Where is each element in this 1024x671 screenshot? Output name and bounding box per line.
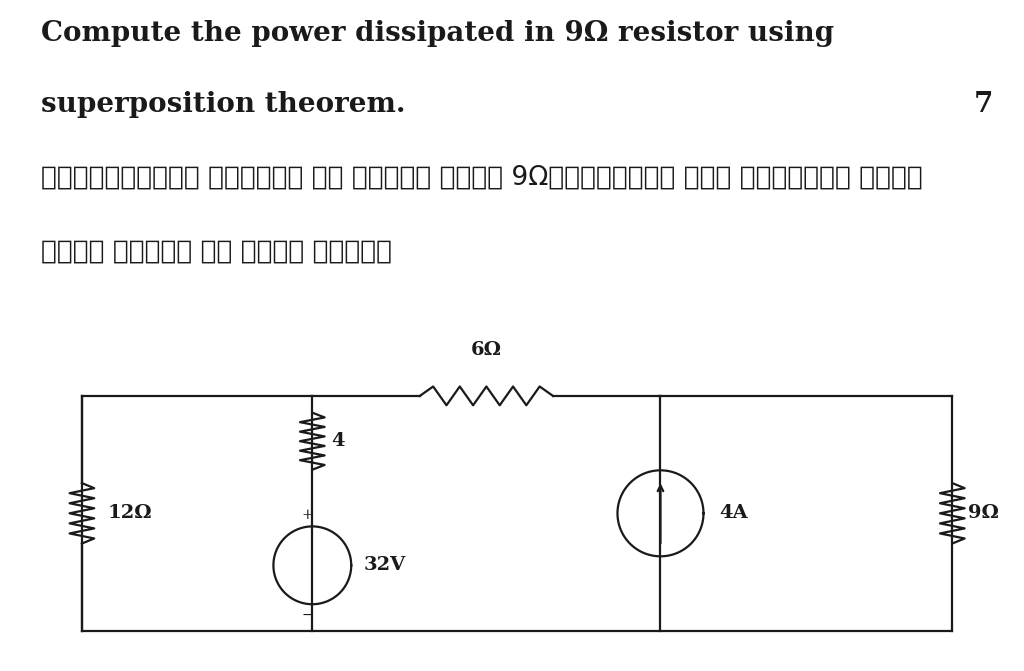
Text: वाली शक्ति की गणना करें।: वाली शक्ति की गणना करें।	[41, 238, 392, 264]
Text: 4: 4	[331, 432, 344, 450]
Text: 7: 7	[974, 91, 993, 117]
Text: +: +	[301, 509, 313, 523]
Text: 32V: 32V	[364, 556, 406, 574]
Text: 12Ω: 12Ω	[108, 505, 153, 522]
Text: −: −	[301, 608, 313, 622]
Text: 4A: 4A	[719, 505, 748, 522]
Text: सुपरपोजिशन प्रमेय का उपयोग करके 9Ωप्रतिरोध में विलुप्त होने: सुपरपोजिशन प्रमेय का उपयोग करके 9Ωप्रतिर…	[41, 164, 923, 191]
Text: superposition theorem.: superposition theorem.	[41, 91, 406, 117]
Text: 9Ω: 9Ω	[968, 505, 998, 522]
Text: Compute the power dissipated in 9Ω resistor using: Compute the power dissipated in 9Ω resis…	[41, 20, 835, 47]
Text: 6Ω: 6Ω	[471, 341, 502, 359]
